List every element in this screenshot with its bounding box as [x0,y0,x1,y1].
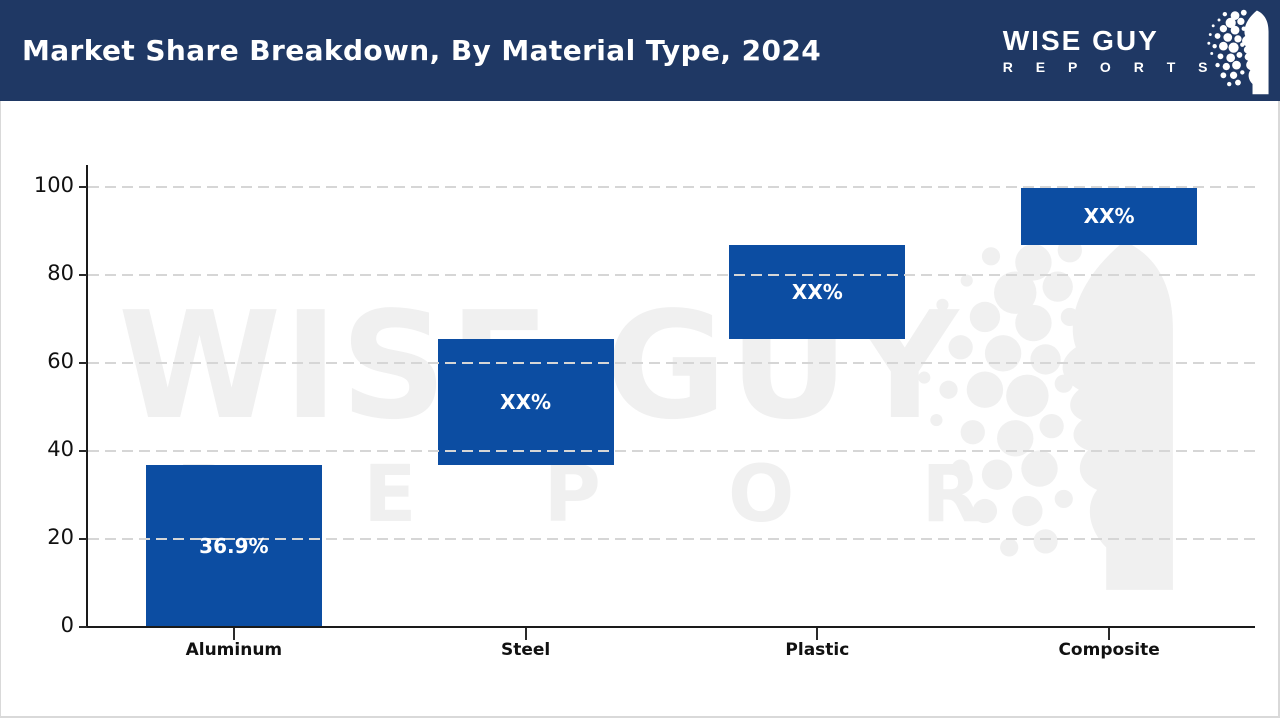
logo-wordmark: WISE GUY [1002,25,1159,57]
logo-head-dots-icon [1207,9,1269,94]
x-category-label: Aluminum [185,640,283,660]
y-tick-mark [79,538,87,540]
watermark-subword: R E P O R T S [176,450,1280,540]
bar-value-label: XX% [791,279,843,304]
x-category-label: Composite [1058,640,1160,660]
x-tick-mark [1108,628,1111,640]
logo-subword: R E P O R T S [1002,58,1217,75]
x-axis-spine [86,626,1255,628]
gridline [88,450,1255,452]
y-tick-label: 20 [47,525,74,549]
y-tick-mark [79,362,87,364]
bar-steel [437,338,614,465]
x-category-label: Plastic [785,640,850,660]
gridline [88,274,1255,276]
y-axis-spine [86,165,88,628]
gridline [88,538,1255,540]
gridline [88,186,1255,188]
x-tick-mark [232,628,235,640]
header-band: Market Share Breakdown, By Material Type… [0,0,1280,101]
x-category-label: Steel [500,640,551,660]
y-tick-mark [79,186,87,188]
frame-line-right [1278,101,1280,716]
y-tick-label: 40 [47,437,74,461]
bar-composite [1021,187,1198,245]
wise-guy-logo: WISE GUY R E P O R T S [1003,6,1270,96]
y-tick-label: 60 [47,349,74,373]
x-tick-mark [524,628,527,640]
bar-value-label: XX% [500,389,552,414]
y-tick-label: 100 [33,173,74,197]
page-title: Market Share Breakdown, By Material Type… [22,34,822,67]
bar-aluminum [145,464,322,627]
watermark-head-dots-icon [918,238,1173,590]
frame-line-bottom [0,716,1280,718]
bar-value-label: XX% [1083,204,1135,229]
logo-text: WISE GUY R E P O R T S [1002,25,1217,75]
x-tick-mark [816,628,819,640]
y-tick-label: 80 [47,261,74,285]
bar-value-label: 36.9% [199,533,269,558]
y-tick-mark [79,626,87,628]
y-tick-mark [79,274,87,276]
watermark-wordmark: WISE GUY [118,280,961,452]
frame-line-left [0,101,1,716]
bar-plastic [729,244,906,339]
y-tick-mark [79,450,87,452]
y-tick-label: 0 [60,613,74,637]
gridline [88,362,1255,364]
